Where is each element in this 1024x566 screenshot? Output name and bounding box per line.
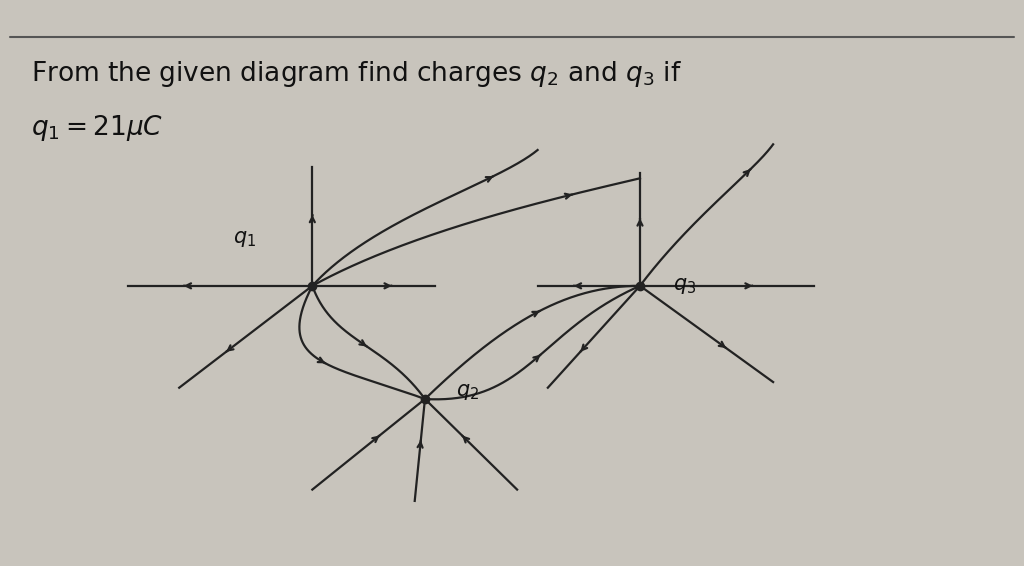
- Text: $q_1 = 21\mu C$: $q_1 = 21\mu C$: [31, 113, 163, 143]
- Text: From the given diagram find charges $q_2$ and $q_3$ if: From the given diagram find charges $q_2…: [31, 59, 682, 89]
- Text: $q_2$: $q_2$: [456, 382, 479, 402]
- Text: $q_1$: $q_1$: [232, 229, 256, 249]
- Text: $q_3$: $q_3$: [673, 276, 696, 296]
